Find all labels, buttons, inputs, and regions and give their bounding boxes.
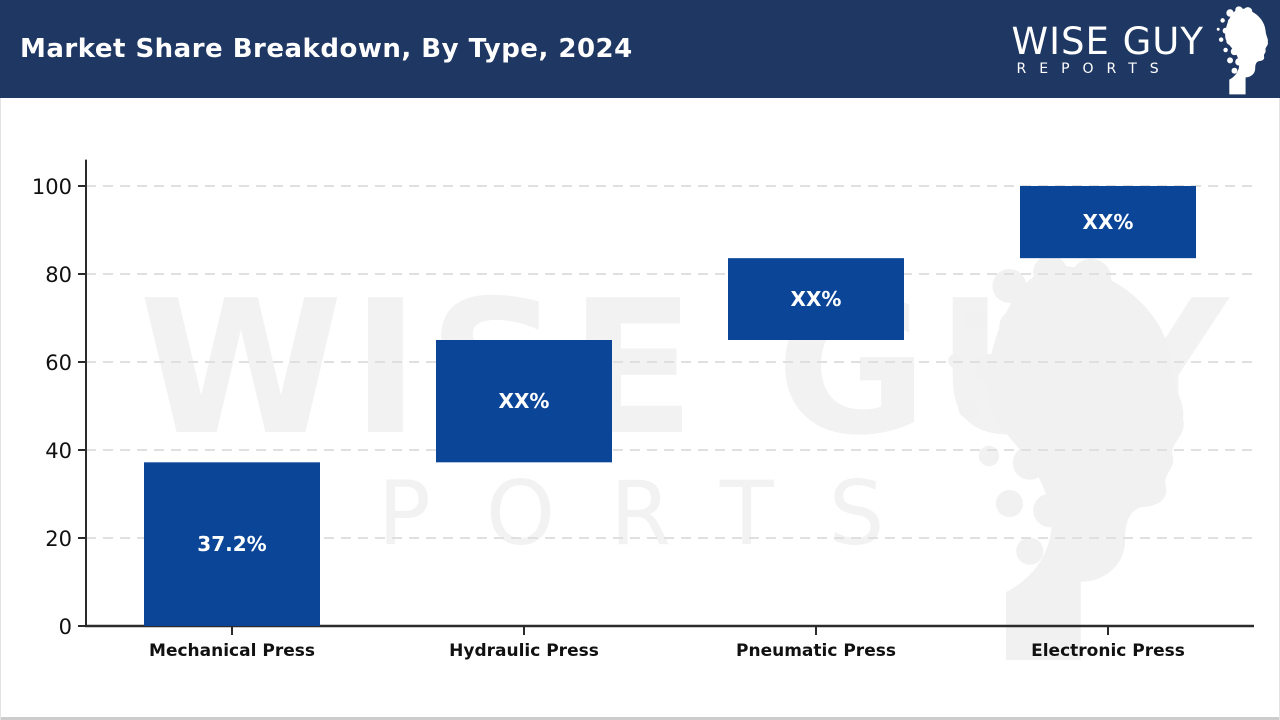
bar-value-label: XX% [499,389,550,413]
x-category-label: Electronic Press [1031,641,1185,661]
y-tick-label: 80 [45,263,72,287]
bar-segment [1020,186,1196,259]
page-title: Market Share Breakdown, By Type, 2024 [20,34,633,64]
logo-wordmark: WISE GUY [1011,19,1204,63]
y-tick-label: 100 [32,175,72,199]
bottom-border-line [1,717,1279,720]
wise-guy-reports-logo: WISE GUY REPORTS [1012,4,1270,96]
bar-value-label: 37.2% [197,532,266,556]
chart-area: WISE GUY REPORTS 0 20 40 60 80 100 Mechanical … [0,98,1280,720]
logo-text: WISE GUY REPORTS [1011,19,1204,78]
bar-value-label: XX% [791,287,842,311]
y-tick-label: 0 [59,615,72,639]
bar-segment [436,340,612,463]
y-tick-label: 20 [45,527,72,551]
x-category-label: Hydraulic Press [449,641,599,661]
logo-subtext: REPORTS [1016,61,1172,78]
header-bar: Market Share Breakdown, By Type, 2024 WI… [0,0,1280,98]
dotted-head-icon [1216,6,1268,95]
x-category-label: Mechanical Press [149,641,315,661]
y-tick-label: 40 [45,439,72,463]
market-share-bar-chart: 0 20 40 60 80 100 Mechanical Press Hydraulic Pr… [32,159,1254,661]
bar-value-label: XX% [1083,210,1134,234]
y-tick-label: 60 [45,351,72,375]
x-category-label: Pneumatic Press [736,641,896,661]
bar-segment [144,462,320,626]
bar-segment [728,258,904,340]
